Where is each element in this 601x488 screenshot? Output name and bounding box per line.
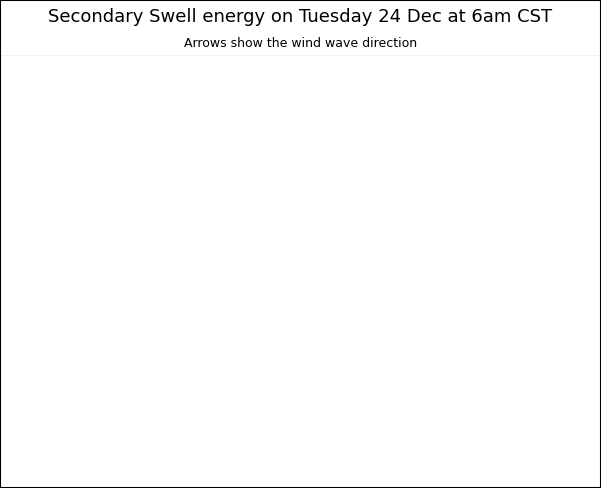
Text: Secondary Swell energy on Tuesday 24 Dec at 6am CST: Secondary Swell energy on Tuesday 24 Dec…	[49, 8, 552, 26]
Text: Arrows show the wind wave direction: Arrows show the wind wave direction	[184, 37, 417, 50]
Text: Cartopy not available: Cartopy not available	[196, 263, 405, 282]
